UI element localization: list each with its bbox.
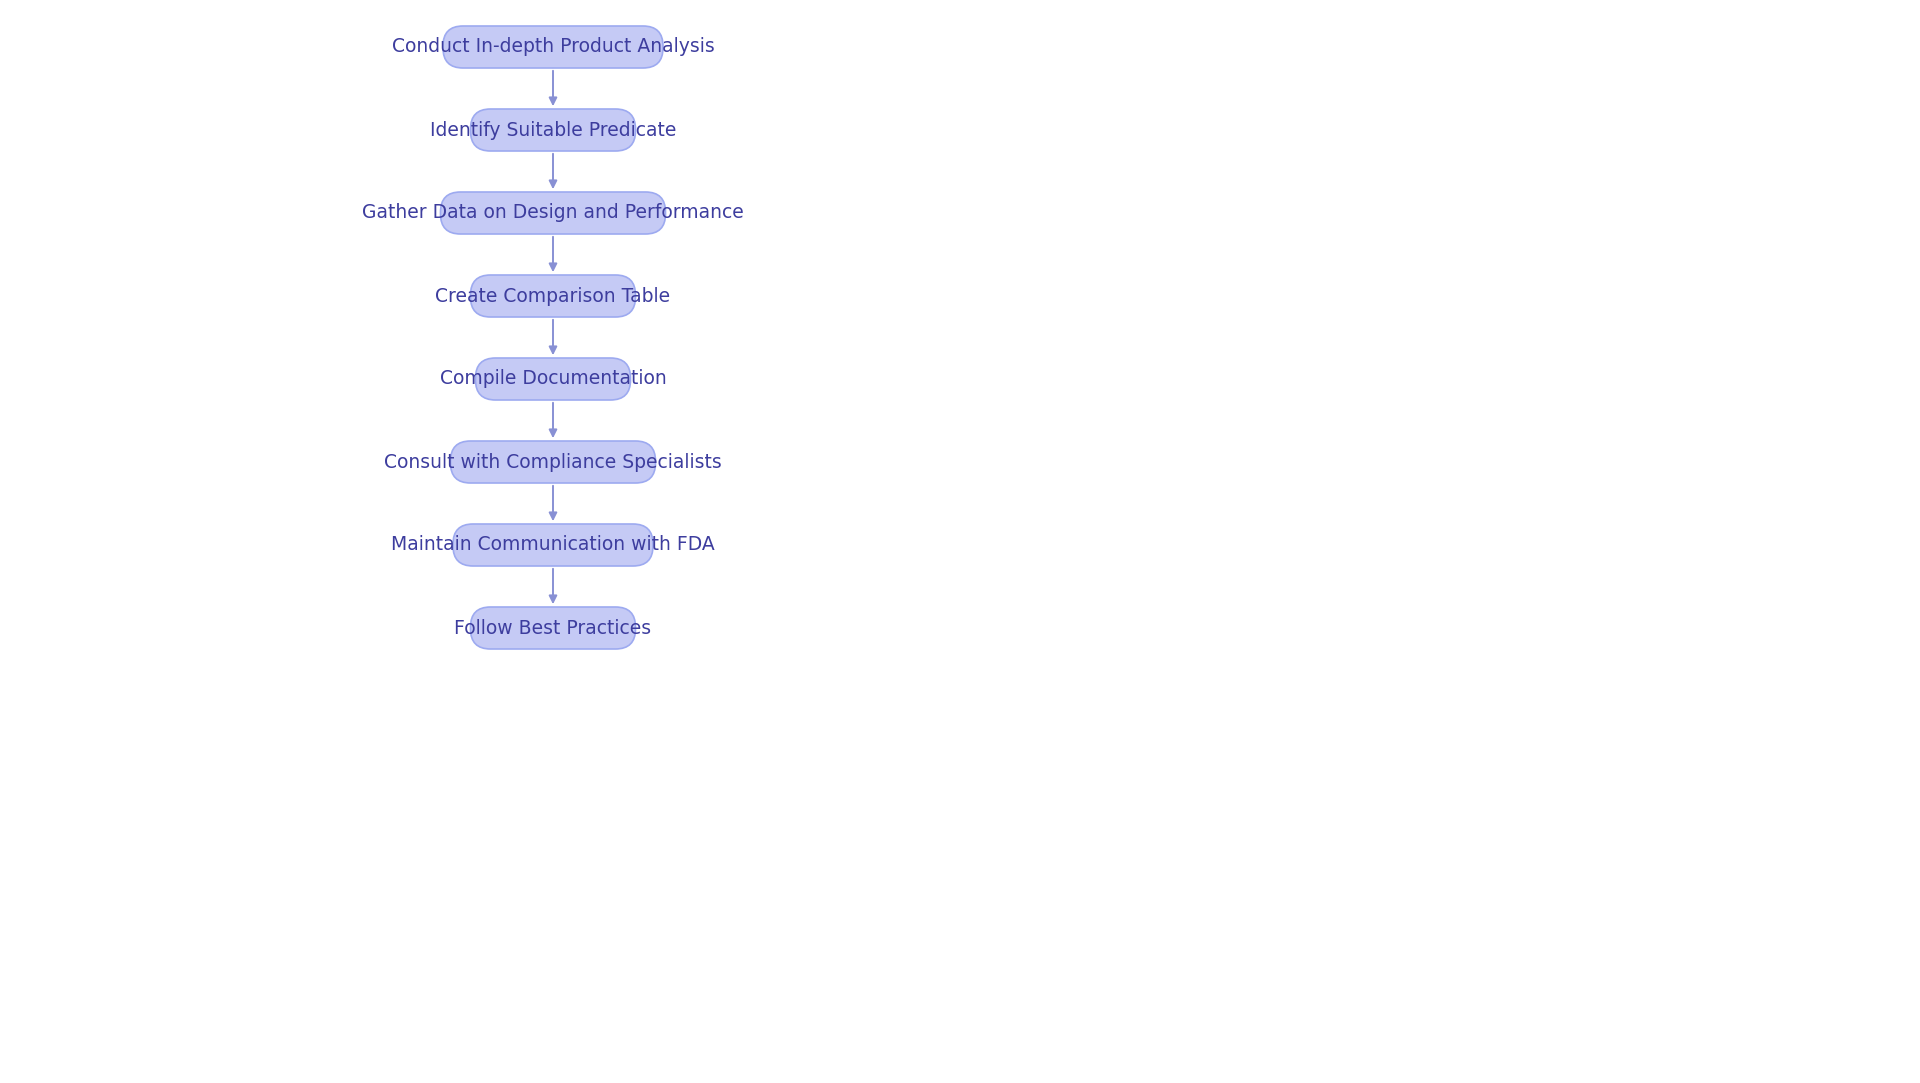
Text: Gather Data on Design and Performance: Gather Data on Design and Performance xyxy=(363,204,743,222)
FancyBboxPatch shape xyxy=(440,192,666,234)
Text: Maintain Communication with FDA: Maintain Communication with FDA xyxy=(392,535,714,554)
Text: Follow Best Practices: Follow Best Practices xyxy=(455,618,651,638)
Text: Conduct In-depth Product Analysis: Conduct In-depth Product Analysis xyxy=(392,38,714,56)
FancyBboxPatch shape xyxy=(453,524,653,566)
Text: Create Comparison Table: Create Comparison Table xyxy=(436,287,670,305)
Text: Consult with Compliance Specialists: Consult with Compliance Specialists xyxy=(384,453,722,471)
FancyBboxPatch shape xyxy=(470,109,636,151)
Text: Identify Suitable Predicate: Identify Suitable Predicate xyxy=(430,120,676,140)
FancyBboxPatch shape xyxy=(451,441,655,483)
FancyBboxPatch shape xyxy=(470,606,636,649)
FancyBboxPatch shape xyxy=(444,26,662,68)
Text: Compile Documentation: Compile Documentation xyxy=(440,369,666,389)
FancyBboxPatch shape xyxy=(476,358,630,400)
FancyBboxPatch shape xyxy=(470,275,636,317)
